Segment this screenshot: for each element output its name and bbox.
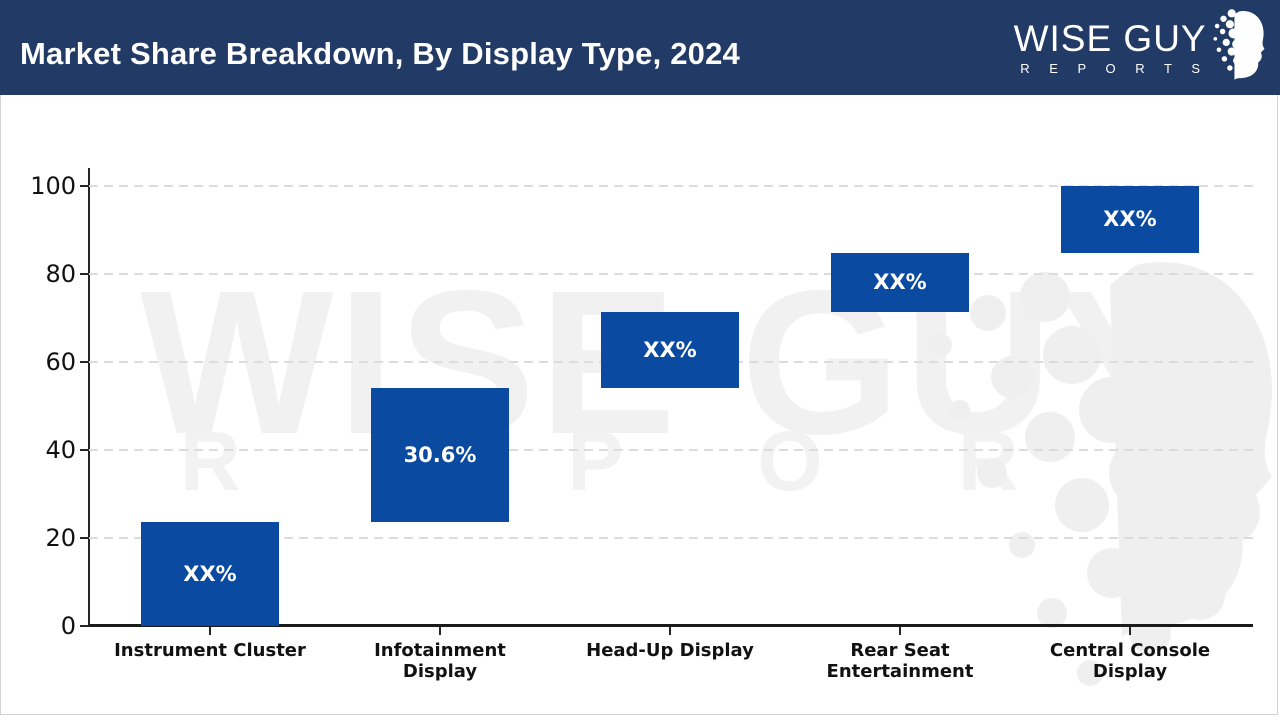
y-axis-line	[88, 168, 90, 627]
y-tick-label: 60	[45, 348, 76, 376]
category-label: Instrument Cluster	[114, 640, 306, 661]
x-tick-mark	[899, 627, 901, 635]
page-title: Market Share Breakdown, By Display Type,…	[20, 36, 741, 71]
y-tick-mark	[80, 449, 89, 451]
x-tick-mark	[1129, 627, 1131, 635]
bar-value-label: XX%	[183, 562, 237, 587]
bar-head-up-display: XX%	[601, 311, 739, 388]
bar-infotainment-display: 30.6%	[371, 387, 509, 523]
gridline	[89, 537, 1253, 539]
bar-rear-seat-entertainment: XX%	[831, 252, 969, 312]
y-tick-label: 40	[45, 436, 76, 464]
logo-wordmark: WISE GUY	[1013, 17, 1207, 59]
y-tick-mark	[80, 185, 89, 187]
y-tick-mark	[80, 537, 89, 539]
category-label: Rear Seat Entertainment	[826, 640, 974, 682]
bar-value-label: 30.6%	[403, 442, 477, 467]
category-label: Infotainment Display	[374, 640, 506, 682]
category-label: Central Console Display	[1049, 640, 1211, 682]
y-tick-label: 20	[45, 524, 76, 552]
header-bar: Market Share Breakdown, By Display Type,…	[0, 0, 1280, 95]
y-tick-label: 100	[30, 172, 76, 200]
gridline	[89, 273, 1253, 275]
category-label: Head-Up Display	[586, 640, 754, 661]
gridline	[89, 185, 1253, 187]
y-tick-mark	[80, 361, 89, 363]
bar-instrument-cluster: XX%	[141, 522, 279, 626]
y-tick-mark	[80, 625, 89, 627]
x-tick-mark	[669, 627, 671, 635]
logo-text-block: WISE GUY R E P O R T S	[1012, 17, 1208, 76]
y-tick-label: 80	[45, 260, 76, 288]
gridline	[89, 449, 1253, 451]
y-tick-label: 0	[60, 612, 76, 640]
bar-value-label: XX%	[1103, 207, 1157, 232]
wise-guy-logo: WISE GUY R E P O R T S	[1012, 6, 1268, 88]
bar-value-label: XX%	[873, 270, 927, 295]
x-axis-line	[89, 624, 1253, 627]
logo-head-icon	[1213, 9, 1265, 80]
page-border	[0, 95, 1278, 715]
bar-central-console-display: XX%	[1061, 186, 1199, 253]
x-tick-mark	[209, 627, 211, 635]
bar-value-label: XX%	[643, 337, 697, 362]
x-tick-mark	[439, 627, 441, 635]
y-tick-mark	[80, 273, 89, 275]
logo-subtitle: R E P O R T S	[1020, 60, 1208, 76]
